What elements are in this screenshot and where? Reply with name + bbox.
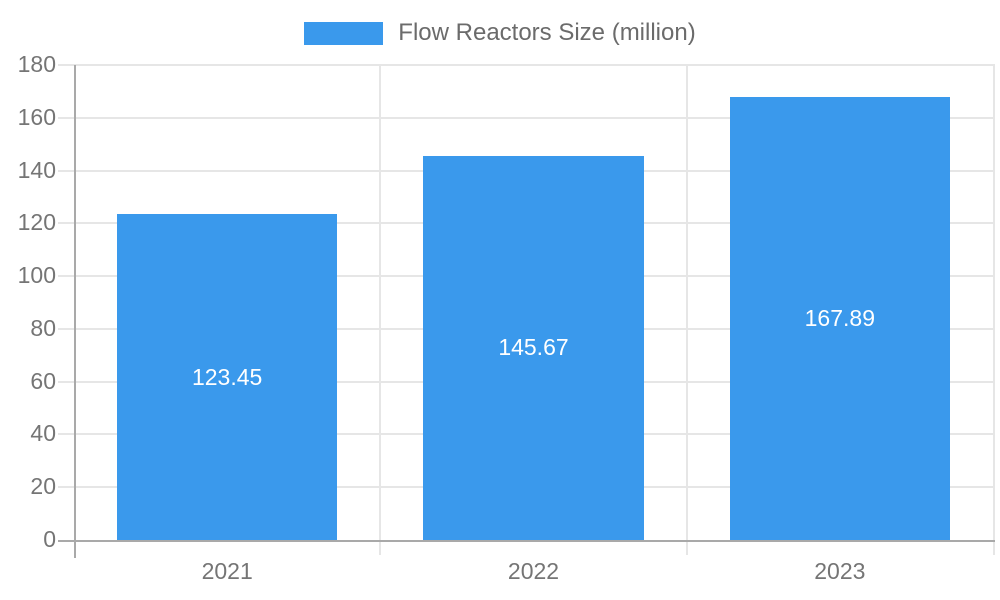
y-axis-tick-label: 0 [43, 525, 56, 552]
bar-value-label: 167.89 [804, 304, 875, 331]
y-axis-tick-label: 120 [17, 209, 56, 236]
y-axis-tick-label: 60 [30, 367, 56, 394]
x-axis-tick-label: 2021 [201, 558, 253, 584]
x-axis-tick-label: 2022 [507, 558, 560, 584]
x-axis-tick-label: 2023 [814, 558, 866, 584]
bar-2022[interactable]: 145.67 [423, 155, 644, 540]
legend-title: Flow Reactors Size (million) [398, 19, 696, 46]
y-axis-tick-label: 40 [30, 420, 56, 447]
y-axis-tick-label: 160 [17, 103, 56, 130]
y-axis-tick-label: 20 [30, 473, 56, 500]
plot-right-border [993, 65, 995, 555]
y-axis-tick-label: 140 [17, 156, 56, 183]
bar-value-label: 123.45 [191, 363, 263, 390]
bar-2023[interactable]: 167.89 [729, 96, 951, 540]
y-axis-tick-label: 80 [30, 314, 56, 341]
gridline-y-160 [58, 116, 995, 119]
gridline-x-boundary [685, 65, 688, 555]
legend[interactable]: Flow Reactors Size (million) [0, 19, 1000, 47]
gridline-y-180 [58, 64, 995, 66]
gridline-x-boundary [379, 65, 382, 555]
bar-value-label: 145.67 [498, 334, 569, 361]
y-axis-tick-label: 100 [17, 262, 56, 289]
legend-swatch [304, 21, 384, 45]
x-axis-line [58, 540, 995, 542]
bar-2021[interactable]: 123.45 [116, 214, 338, 540]
y-axis-line [74, 65, 76, 558]
y-axis-tick-label: 180 [17, 50, 56, 77]
